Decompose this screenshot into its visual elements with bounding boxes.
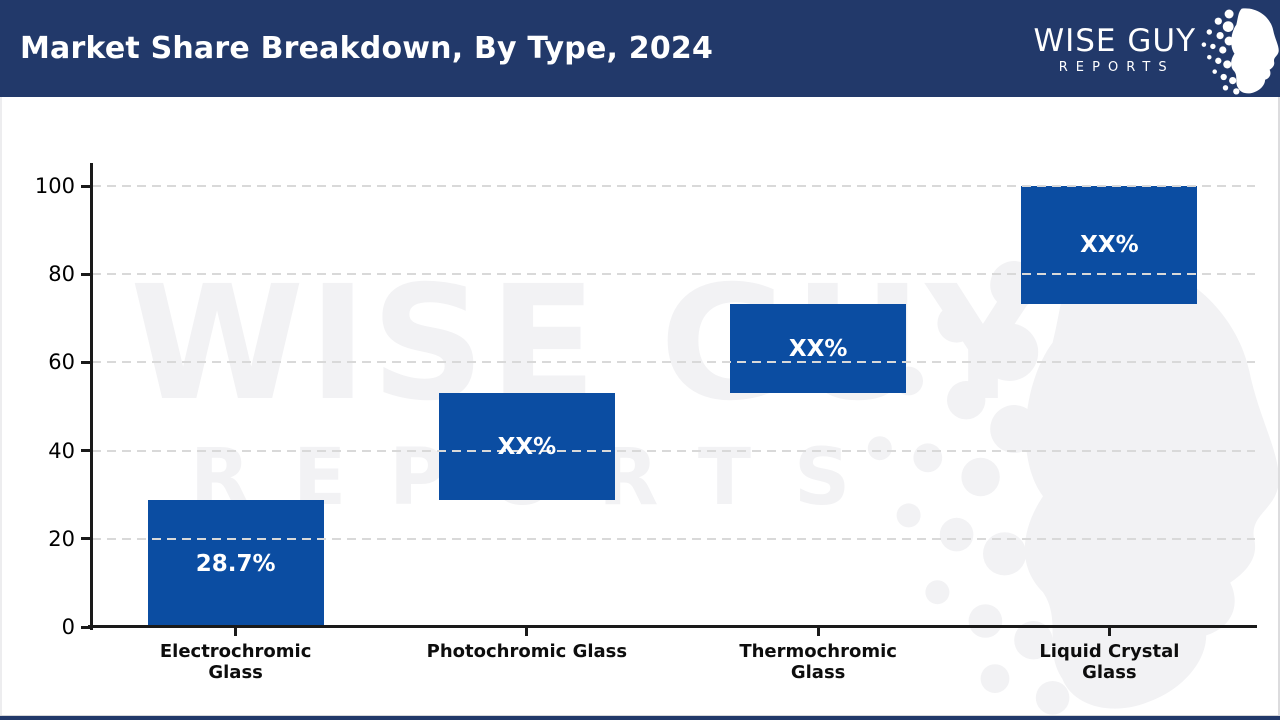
y-tick-label: 0 [61, 615, 75, 639]
y-axis-tick [81, 360, 90, 364]
plot-area: 0 20 40 60 80 100 28.7% Electrochromic Glass XX%… [35, 163, 1257, 683]
bar [730, 304, 907, 394]
gridline [92, 185, 1255, 187]
y-axis-tick [81, 184, 90, 188]
y-tick-label: 100 [34, 174, 75, 198]
chart-area: WISE GUY REPORTS 02040608010028.7%Electr… [0, 97, 1280, 715]
y-tick-label: 40 [48, 438, 75, 463]
wise-guy-head-icon [1201, 7, 1279, 95]
bar-value-label: XX% [1080, 232, 1139, 259]
y-axis-tick [81, 272, 90, 276]
gridline [92, 537, 1255, 540]
bar [147, 500, 324, 627]
gridline [92, 361, 1255, 364]
bar [438, 393, 615, 501]
gridline [92, 273, 1255, 276]
gridline [92, 449, 1255, 452]
header-bar: Market Share Breakdown, By Type, 2024 WI… [0, 0, 1280, 97]
y-tick-label: 20 [48, 526, 75, 551]
x-axis-tick [234, 628, 238, 636]
bar-value-label: 28.7% [195, 550, 276, 577]
brand-logo-text: WISE GUY REPORTS [1033, 23, 1196, 75]
x-category-label: Thermochromic Glass [739, 641, 897, 683]
y-axis-tick [81, 625, 90, 629]
footer-bar [0, 715, 1280, 720]
x-axis-tick [816, 628, 820, 636]
y-tick-label: 80 [48, 262, 75, 287]
x-category-label: Liquid Crystal Glass [1039, 641, 1180, 683]
watermark-head-icon [867, 255, 1278, 715]
bar [1021, 186, 1198, 305]
x-axis-tick [1107, 628, 1111, 636]
y-tick-label: 60 [48, 350, 75, 375]
page-title: Market Share Breakdown, By Type, 2024 [20, 31, 714, 66]
y-axis-tick [81, 449, 90, 453]
logo-subtitle: REPORTS [1058, 59, 1175, 75]
brand-logo: WISE GUY REPORTS [1033, 0, 1280, 97]
y-axis-line [90, 163, 93, 630]
bar-value-label: XX% [497, 433, 557, 460]
logo-wordmark: WISE GUY [1033, 22, 1196, 59]
x-axis-tick [525, 628, 529, 636]
bar-value-label: XX% [788, 335, 848, 362]
y-axis-tick [81, 537, 90, 541]
x-category-label: Electrochromic Glass [159, 641, 312, 683]
x-axis-line [88, 625, 1257, 628]
x-category-label: Photochromic Glass [426, 641, 628, 662]
